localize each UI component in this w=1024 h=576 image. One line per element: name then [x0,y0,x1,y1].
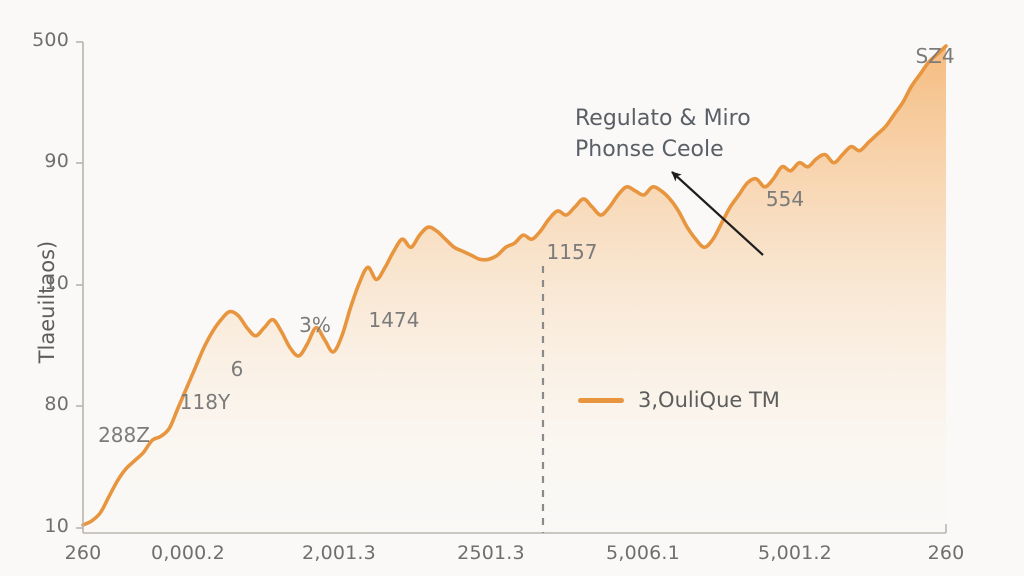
x-axis-line [83,524,947,534]
data-point-label: 118Y [179,390,231,414]
y-axis-title: Tlaeuiltaos) [35,240,59,364]
y-tick-label: 500 [32,29,69,51]
x-tick-label: 5,006.1 [606,542,680,564]
data-point-label: 288Z [98,423,150,447]
legend-label: 3,OuliQue TM [638,388,780,412]
x-tick-label: 2,001.3 [302,542,376,564]
data-point-label: 3% [299,313,331,337]
y-tick-marks [76,41,83,529]
y-tick-label: 80 [44,393,69,415]
x-tick-label: 2501.3 [457,542,525,564]
y-tick-label: 10 [44,515,69,537]
y-tick-label: 10 [44,272,69,294]
annotation-line-2: Phonse Ceole [575,137,724,163]
x-tick-label: 260 [927,542,965,564]
annotation-callout: Regulato & Miro Phonse Ceole [575,103,855,165]
x-tick-label: 0,000.2 [151,542,225,564]
legend-line-swatch [578,397,624,403]
series-line [81,44,948,527]
y-tick-label: 90 [44,150,69,172]
data-point-label: 1474 [368,308,420,332]
chart-legend: 3,OuliQue TM [578,388,780,412]
data-point-label: SZ4 [915,44,955,68]
annotation-line-1: Regulato & Miro [575,106,751,131]
data-point-label: 1157 [546,240,598,264]
annotation-arrow [671,171,764,256]
x-tick-label: 5,001.2 [758,542,832,564]
data-point-label: 6 [230,357,244,381]
data-point-label: 554 [765,187,805,211]
x-tick-label: 260 [64,542,102,564]
series-area-fill [83,46,946,533]
